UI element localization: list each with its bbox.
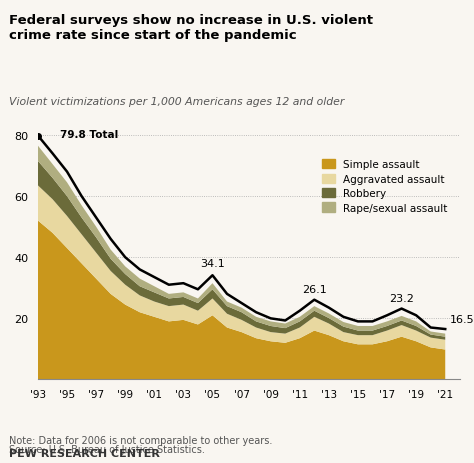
Text: 16.5: 16.5	[450, 315, 474, 325]
Text: 23.2: 23.2	[389, 294, 414, 303]
Text: 34.1: 34.1	[200, 258, 225, 269]
Text: 79.8 Total: 79.8 Total	[60, 130, 118, 139]
Text: Note: Data for 2006 is not comparable to other years.: Note: Data for 2006 is not comparable to…	[9, 435, 273, 445]
Text: Federal surveys show no increase in U.S. violent
crime rate since start of the p: Federal surveys show no increase in U.S.…	[9, 14, 374, 42]
Text: Violent victimizations per 1,000 Americans ages 12 and older: Violent victimizations per 1,000 America…	[9, 97, 345, 107]
Text: 26.1: 26.1	[302, 284, 327, 294]
Legend: Simple assault, Aggravated assault, Robbery, Rape/sexual assault: Simple assault, Aggravated assault, Robb…	[319, 156, 450, 216]
Text: PEW RESEARCH CENTER: PEW RESEARCH CENTER	[9, 448, 160, 458]
Text: Source: U.S. Bureau of Justice Statistics.: Source: U.S. Bureau of Justice Statistic…	[9, 444, 205, 455]
